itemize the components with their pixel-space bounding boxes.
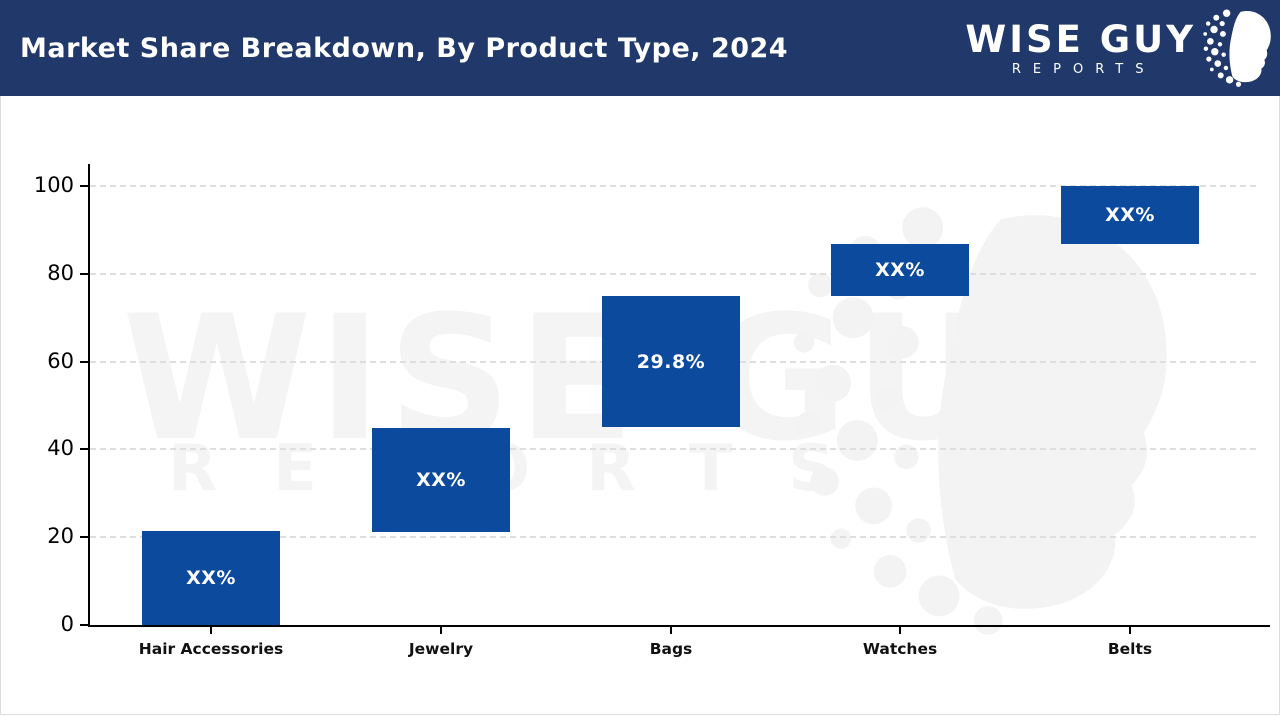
waterfall-chart: 0 20 40 60 80 100 XX% Hair Accessories XX% Jewelr… xyxy=(0,96,1280,720)
logo-sub-text: REPORTS xyxy=(1011,61,1156,77)
y-tick xyxy=(80,185,90,187)
y-tick-label: 20 xyxy=(47,524,74,549)
x-tick-label: Bags xyxy=(649,640,693,658)
y-tick xyxy=(80,272,90,275)
y-tick xyxy=(80,536,90,539)
logo-text: WISE GUY REPORTS xyxy=(965,17,1196,77)
y-tick-label: 60 xyxy=(47,348,74,373)
y-tick-label: 80 xyxy=(47,260,74,285)
x-tick xyxy=(440,627,442,634)
bar-value-label: XX% xyxy=(186,567,236,590)
bar-bags: 29.8% xyxy=(602,296,740,427)
y-tick-label: 100 xyxy=(33,173,74,197)
page-title: Market Share Breakdown, By Product Type,… xyxy=(20,32,789,64)
x-tick xyxy=(210,627,212,634)
logo-face-icon xyxy=(1200,7,1274,89)
bar-value-label: XX% xyxy=(1105,203,1155,226)
bar-jewelry: XX% xyxy=(372,427,510,532)
bar-value-label: 29.8% xyxy=(636,350,706,373)
gridline xyxy=(90,272,1256,275)
x-tick xyxy=(1129,627,1131,634)
logo-brand-text: WISE GUY xyxy=(965,17,1196,61)
bar-value-label: XX% xyxy=(416,468,466,491)
x-axis-line xyxy=(88,625,1270,627)
header-bar: Market Share Breakdown, By Product Type,… xyxy=(0,0,1280,96)
bar-value-label: XX% xyxy=(875,259,925,282)
y-axis-line xyxy=(88,164,90,627)
bar-belts: XX% xyxy=(1061,186,1199,244)
x-tick-label: Hair Accessories xyxy=(138,640,284,658)
y-tick-label: 40 xyxy=(47,436,74,461)
gridline xyxy=(90,448,1256,451)
x-tick-label: Watches xyxy=(862,640,938,658)
frame-edge-bottom xyxy=(0,714,1280,715)
y-tick xyxy=(80,360,90,363)
y-tick xyxy=(80,448,90,451)
bar-hair-accessories: XX% xyxy=(142,531,280,625)
bar-watches: XX% xyxy=(831,243,969,297)
frame-edge-left xyxy=(0,96,1,715)
y-tick xyxy=(80,624,90,626)
gridline xyxy=(90,536,1256,539)
x-tick-label: Belts xyxy=(1107,640,1153,658)
x-tick xyxy=(899,627,901,634)
wise-guy-logo: WISE GUY REPORTS xyxy=(965,6,1274,90)
x-tick-label: Jewelry xyxy=(408,640,474,658)
y-tick-label: 0 xyxy=(60,612,74,636)
x-tick xyxy=(670,627,672,634)
gridline xyxy=(90,185,1256,187)
